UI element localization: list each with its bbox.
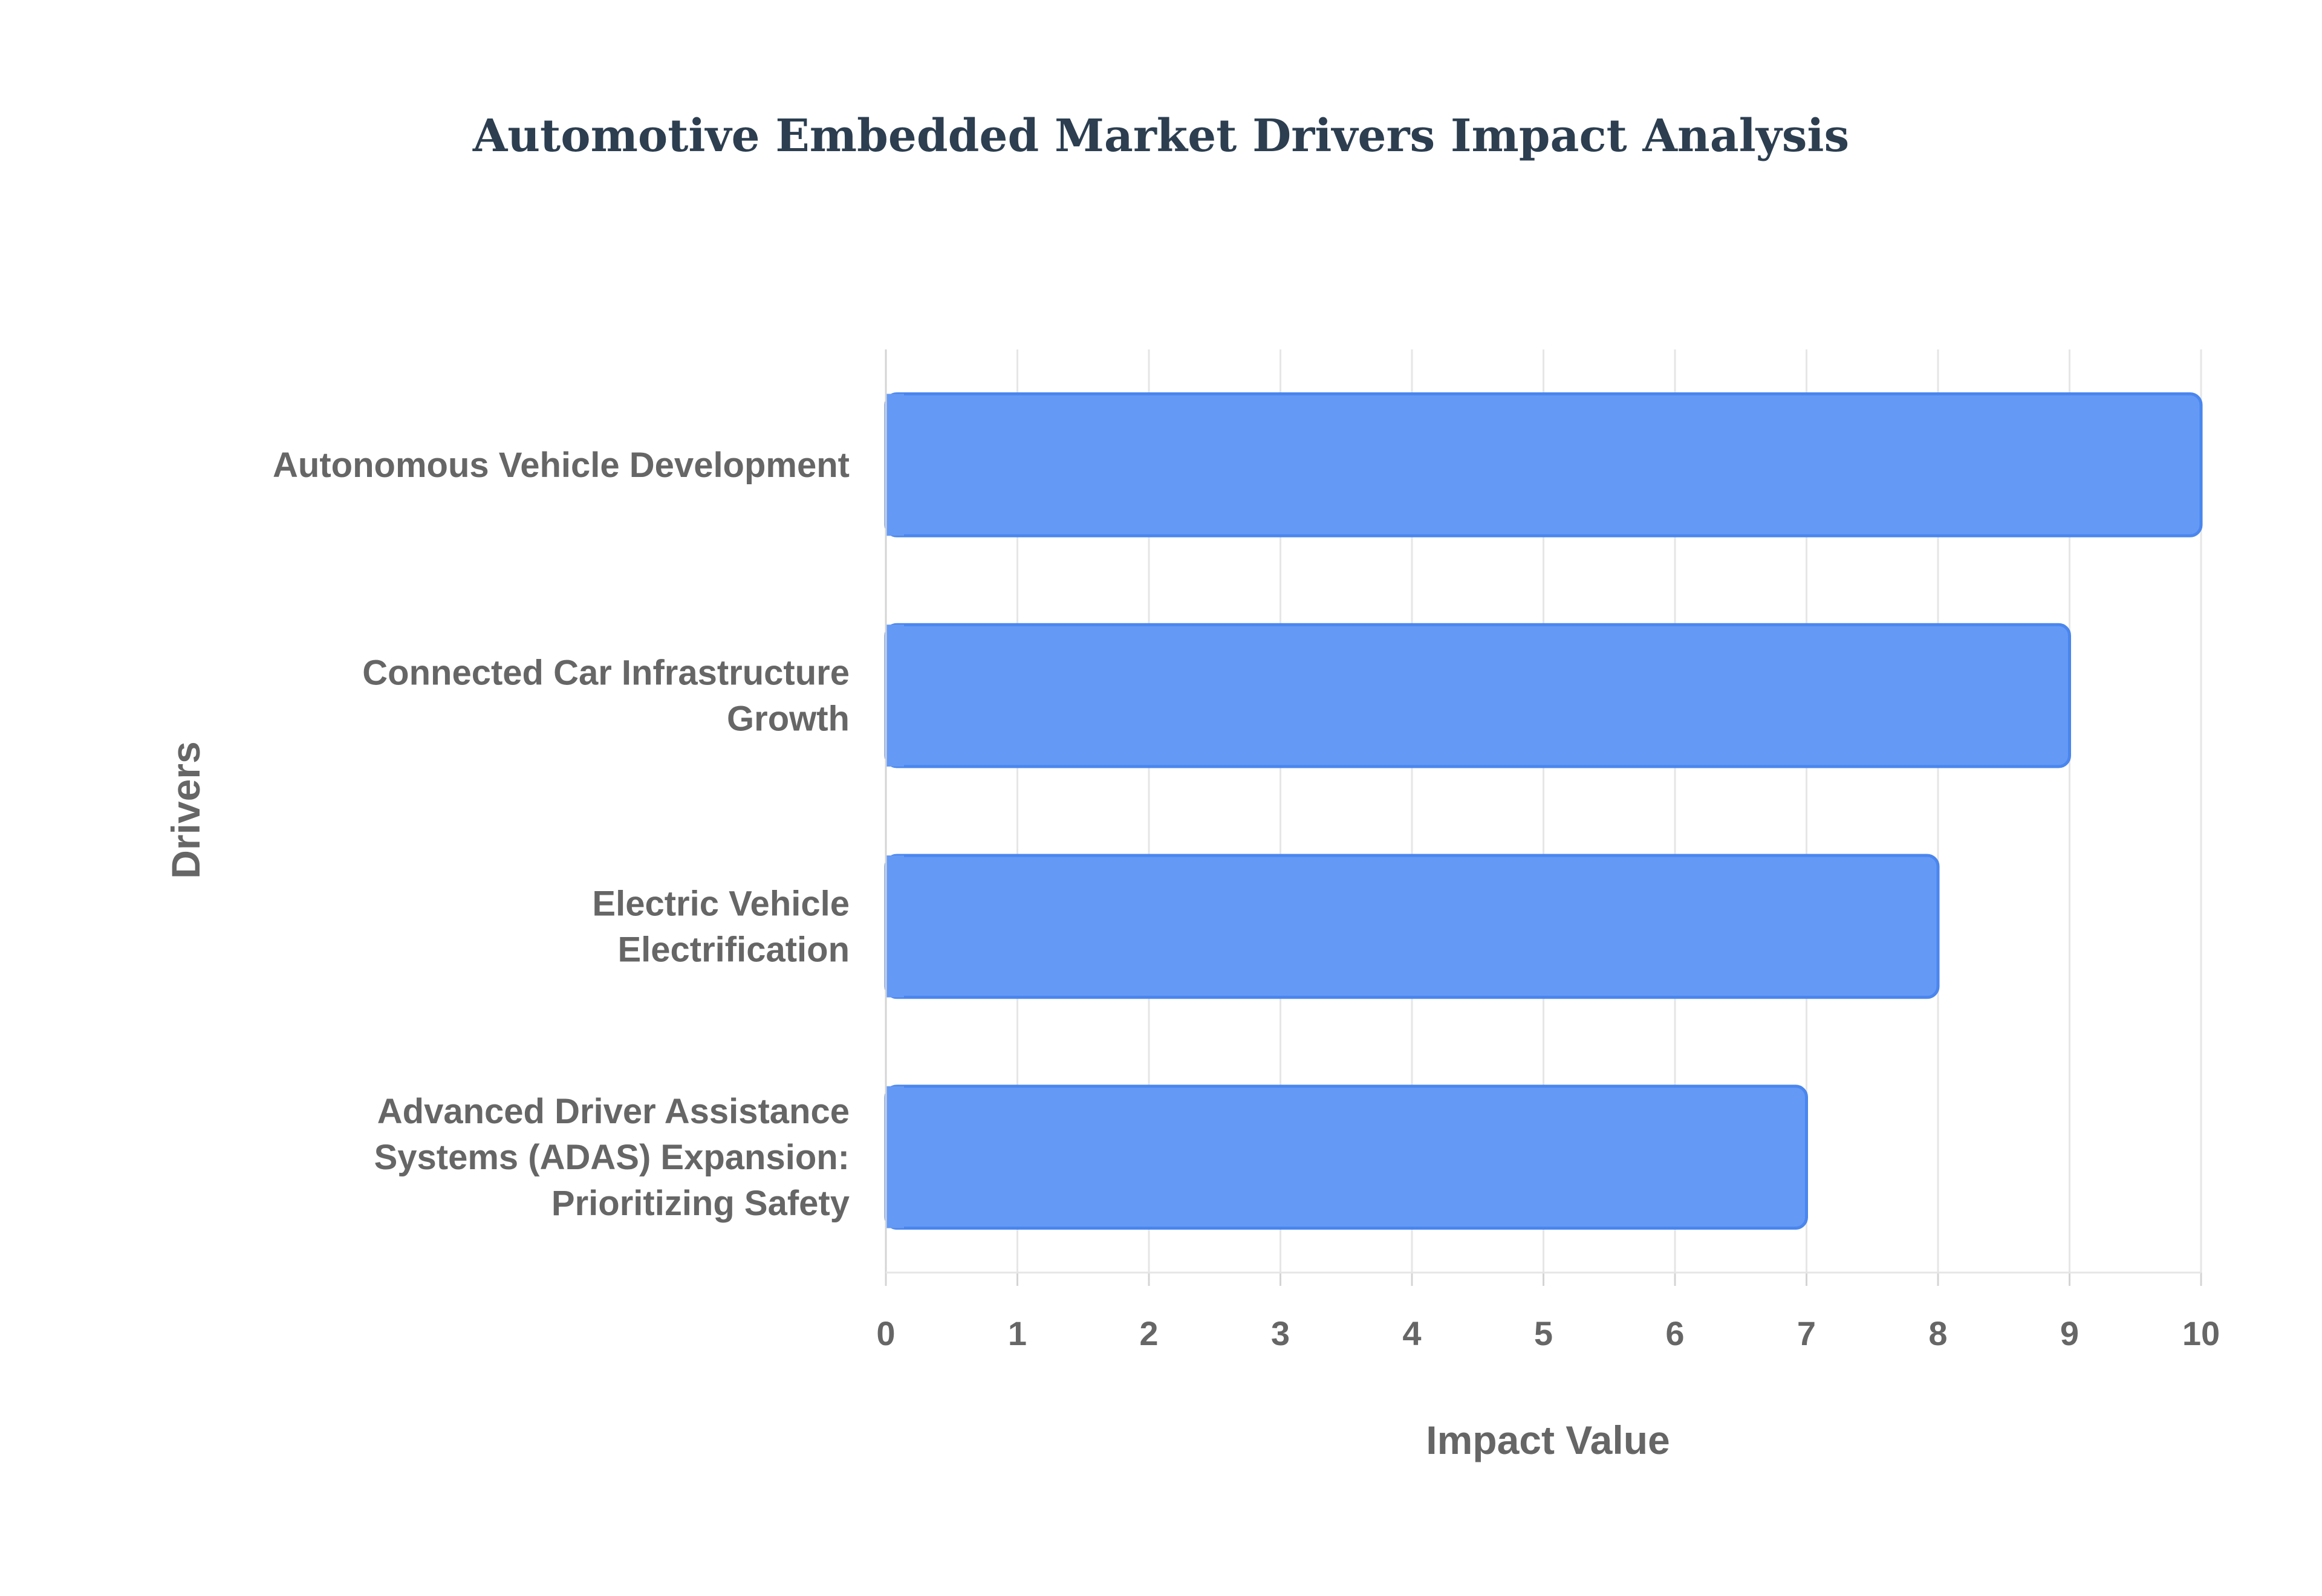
- category-label-line: Electrification: [617, 930, 850, 969]
- category-labels: Autonomous Vehicle Development Connected …: [273, 446, 850, 1223]
- category-label-line: Systems (ADAS) Expansion:: [374, 1138, 850, 1177]
- x-tick-labels: 0 1 2 3 4 5 6 7 8 9 10: [876, 1314, 2220, 1352]
- category-label-line: Advanced Driver Assistance: [377, 1092, 850, 1131]
- y-axis-title: Drivers: [163, 741, 208, 879]
- category-label: Autonomous Vehicle Development: [273, 446, 850, 485]
- x-tick-label: 3: [1271, 1314, 1290, 1352]
- category-label-line: Electric Vehicle: [592, 884, 850, 923]
- x-tick-label: 1: [1008, 1314, 1027, 1352]
- bar: [884, 1085, 1808, 1230]
- category-label-line: Growth: [727, 699, 850, 739]
- x-tick-label: 2: [1139, 1314, 1158, 1352]
- bar-left-edge: [886, 394, 904, 536]
- category-label: Advanced Driver Assistance Systems (ADAS)…: [374, 1092, 850, 1223]
- category-label-line: Prioritizing Safety: [551, 1184, 850, 1223]
- category-label-line: Connected Car Infrastructure: [362, 654, 850, 693]
- x-tick-label: 0: [876, 1314, 895, 1352]
- x-tick-label: 7: [1797, 1314, 1816, 1352]
- x-tick-label: 9: [2060, 1314, 2079, 1352]
- x-tick-label: 6: [1665, 1314, 1684, 1352]
- bar-left-edge: [886, 624, 904, 767]
- bars: [884, 392, 2203, 1230]
- bar-left-edge: [886, 1086, 904, 1228]
- chart-title: Automotive Embedded Market Drivers Impac…: [472, 110, 1849, 162]
- category-label: Connected Car Infrastructure Growth: [362, 654, 850, 739]
- x-axis-title: Impact Value: [1426, 1418, 1670, 1462]
- x-tick-label: 8: [1928, 1314, 1947, 1352]
- bar: [884, 854, 1940, 999]
- bar-left-edge: [886, 855, 904, 997]
- x-tick-label: 5: [1534, 1314, 1553, 1352]
- bar: [884, 623, 2071, 768]
- bar: [884, 392, 2203, 537]
- category-label: Electric Vehicle Electrification: [592, 884, 850, 969]
- x-tick-label: 10: [2182, 1314, 2220, 1352]
- x-tick-label: 4: [1402, 1314, 1421, 1352]
- category-label-line: Autonomous Vehicle Development: [273, 446, 850, 485]
- axes: [885, 349, 2202, 1286]
